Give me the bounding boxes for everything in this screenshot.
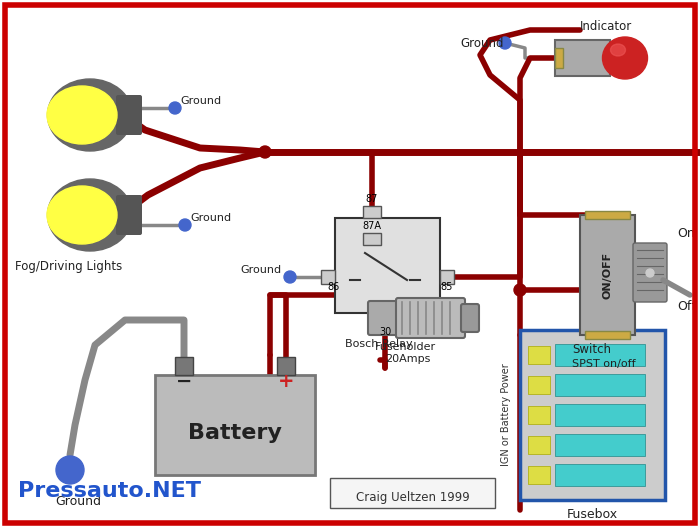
Text: −: −: [176, 372, 192, 391]
Bar: [528, 376, 550, 394]
Bar: [440, 270, 454, 284]
Bar: [277, 357, 295, 375]
Bar: [528, 436, 550, 454]
Bar: [555, 374, 645, 396]
Text: 30: 30: [379, 327, 391, 337]
Text: On: On: [677, 227, 694, 240]
Bar: [555, 48, 563, 68]
Bar: [555, 464, 645, 486]
Text: +: +: [278, 372, 294, 391]
Text: Battery: Battery: [188, 423, 282, 443]
Ellipse shape: [603, 37, 648, 79]
Text: Ground: Ground: [240, 265, 281, 275]
FancyBboxPatch shape: [461, 304, 479, 332]
Bar: [363, 233, 381, 245]
Circle shape: [169, 102, 181, 114]
Circle shape: [259, 146, 271, 158]
FancyBboxPatch shape: [116, 195, 142, 235]
Circle shape: [514, 284, 526, 296]
Text: 87: 87: [366, 194, 378, 204]
FancyBboxPatch shape: [368, 301, 400, 335]
Text: Off: Off: [677, 300, 696, 313]
Ellipse shape: [48, 179, 132, 251]
Bar: [555, 434, 645, 456]
Text: Ground: Ground: [190, 213, 231, 223]
Bar: [528, 466, 550, 484]
Circle shape: [499, 37, 511, 49]
Bar: [155, 375, 315, 475]
Bar: [335, 218, 440, 313]
Circle shape: [646, 269, 654, 277]
Text: 85: 85: [441, 282, 453, 292]
Bar: [555, 344, 645, 366]
Text: Fusebox: Fusebox: [566, 508, 617, 521]
Bar: [528, 346, 550, 364]
Bar: [363, 206, 381, 218]
Bar: [555, 404, 645, 426]
Text: Ground: Ground: [180, 96, 221, 106]
Text: Craig Ueltzen 1999: Craig Ueltzen 1999: [356, 491, 470, 504]
Text: 20Amps: 20Amps: [385, 354, 430, 364]
Ellipse shape: [47, 186, 117, 244]
Bar: [555, 40, 610, 76]
FancyBboxPatch shape: [633, 243, 667, 302]
Text: 86: 86: [327, 282, 339, 292]
Text: ON/OFF: ON/OFF: [602, 251, 612, 298]
Bar: [520, 330, 665, 500]
Bar: [175, 357, 193, 375]
Bar: [585, 211, 630, 219]
Ellipse shape: [48, 79, 132, 151]
FancyBboxPatch shape: [116, 95, 142, 135]
Text: Switch: Switch: [572, 343, 611, 356]
Text: Pressauto.NET: Pressauto.NET: [18, 481, 201, 501]
Bar: [330, 478, 495, 508]
Text: Bosch Relay: Bosch Relay: [345, 339, 412, 349]
Text: Indicator: Indicator: [580, 20, 632, 33]
Bar: [585, 331, 630, 339]
Circle shape: [284, 271, 296, 283]
Bar: [378, 313, 392, 327]
Bar: [321, 270, 335, 284]
Bar: [580, 215, 635, 335]
Text: Ground: Ground: [460, 37, 503, 50]
Text: Fuseholder: Fuseholder: [375, 342, 436, 352]
Text: Ground: Ground: [55, 495, 101, 508]
Text: IGN or Battery Power: IGN or Battery Power: [501, 364, 511, 466]
Text: 87A: 87A: [363, 221, 382, 231]
Text: SPST on/off: SPST on/off: [572, 359, 636, 369]
Ellipse shape: [47, 86, 117, 144]
Bar: [528, 406, 550, 424]
Circle shape: [179, 219, 191, 231]
Ellipse shape: [610, 44, 626, 56]
Text: Fog/Driving Lights: Fog/Driving Lights: [15, 260, 122, 273]
Circle shape: [56, 456, 84, 484]
FancyBboxPatch shape: [396, 298, 465, 338]
